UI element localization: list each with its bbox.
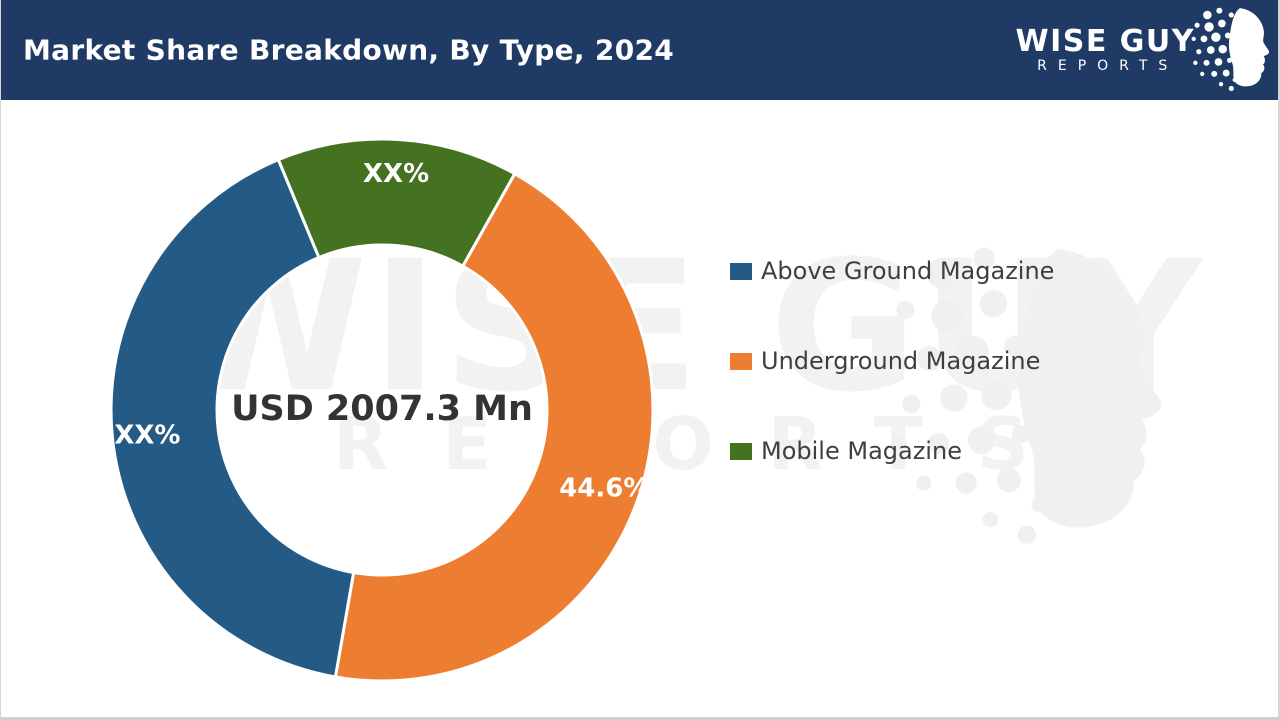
brand-logo-text: WISE GUY REPORTS (1015, 24, 1195, 74)
segment-label-mobile-magazine: XX% (363, 159, 429, 189)
legend-label: Mobile Magazine (761, 437, 962, 465)
brand-logo: WISE GUY REPORTS (1015, 0, 1277, 100)
chart-center-value: USD 2007.3 Mn (231, 389, 533, 429)
brand-name: WISE GUY (1015, 24, 1195, 59)
donut-segment-above-ground-magazine (109, 157, 356, 679)
segment-label-above-ground-magazine: XX% (114, 420, 180, 450)
legend-label: Above Ground Magazine (761, 257, 1055, 285)
legend-swatch-above-ground-magazine (730, 262, 752, 280)
legend-item-above-ground-magazine: Above Ground Magazine (730, 254, 1054, 288)
legend-label: Underground Magazine (761, 347, 1041, 375)
legend-swatch-underground-magazine (730, 352, 752, 370)
watermark-reports-text: REPORTS (333, 402, 1083, 486)
legend-item-mobile-magazine: Mobile Magazine (730, 434, 1054, 468)
segment-label-underground-magazine: 44.6% (559, 474, 649, 504)
watermark-dotted-head (885, 247, 1162, 544)
donut-segment-underground-magazine (333, 171, 655, 683)
header-bar: Market Share Breakdown, By Type, 2024 WI… (1, 0, 1278, 100)
chart-legend: Above Ground Magazine Underground Magazin… (730, 254, 1054, 524)
legend-swatch-mobile-magazine (730, 442, 752, 460)
legend-item-underground-magazine: Underground Magazine (730, 344, 1054, 378)
brand-subtitle: REPORTS (1037, 58, 1179, 74)
dotted-head-icon (1191, 7, 1270, 92)
page-title: Market Share Breakdown, By Type, 2024 (23, 33, 675, 67)
